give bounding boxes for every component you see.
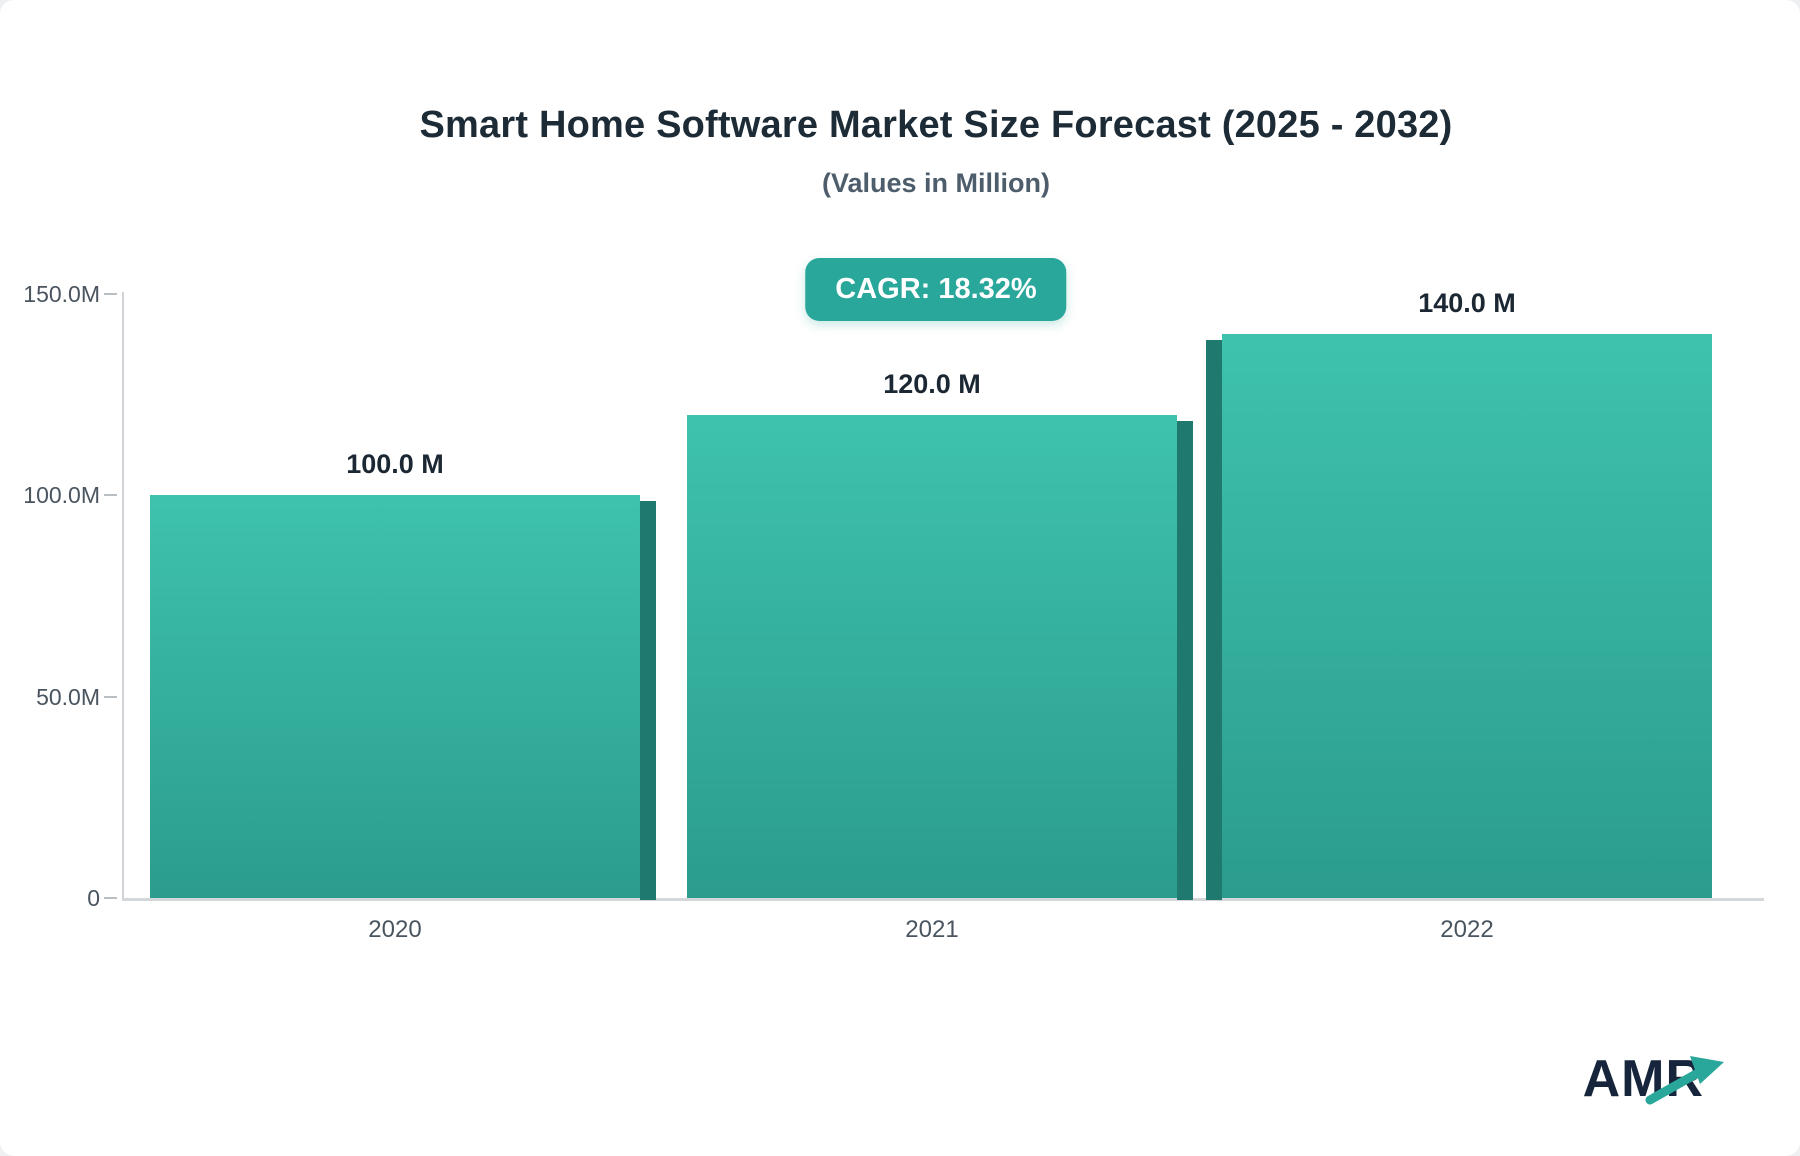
x-axis-line [122, 898, 1764, 901]
brand-logo: AMR [1583, 1044, 1724, 1114]
chart-subtitle: (Values in Million) [821, 168, 1051, 198]
cagr-badge: CAGR: 18.32% [805, 258, 1067, 321]
y-axis-tick-mark [104, 494, 117, 497]
bar-3d-side [640, 501, 656, 900]
bar-2020 [150, 495, 640, 898]
y-axis-tick-label: 100.0M [23, 482, 100, 509]
bar-value-label: 100.0 M [346, 449, 444, 480]
y-axis-tick-mark [104, 695, 117, 698]
x-axis-tick-label: 2021 [905, 916, 959, 943]
y-axis-tick-label: 150.0M [23, 281, 100, 307]
bar-value-label: 120.0 M [883, 368, 981, 399]
bar-2021 [687, 414, 1177, 898]
y-axis-tick-mark [104, 293, 117, 295]
chart-title: Smart Home Software Market Size Forecast… [419, 104, 1453, 146]
growth-arrow-icon [1645, 1056, 1724, 1105]
x-axis-tick-label: 2020 [368, 916, 422, 943]
bar-3d-side [1206, 340, 1222, 900]
y-axis-line [122, 292, 124, 900]
bar-3d-side [1177, 420, 1193, 900]
y-axis-tick-label: 0 [87, 885, 100, 911]
bar-2022 [1222, 334, 1712, 898]
y-axis-tick-mark [104, 897, 117, 899]
x-axis-tick-label: 2022 [1440, 916, 1494, 943]
y-axis-tick-label: 50.0M [36, 683, 100, 710]
bar-value-label: 140.0 M [1418, 288, 1516, 319]
